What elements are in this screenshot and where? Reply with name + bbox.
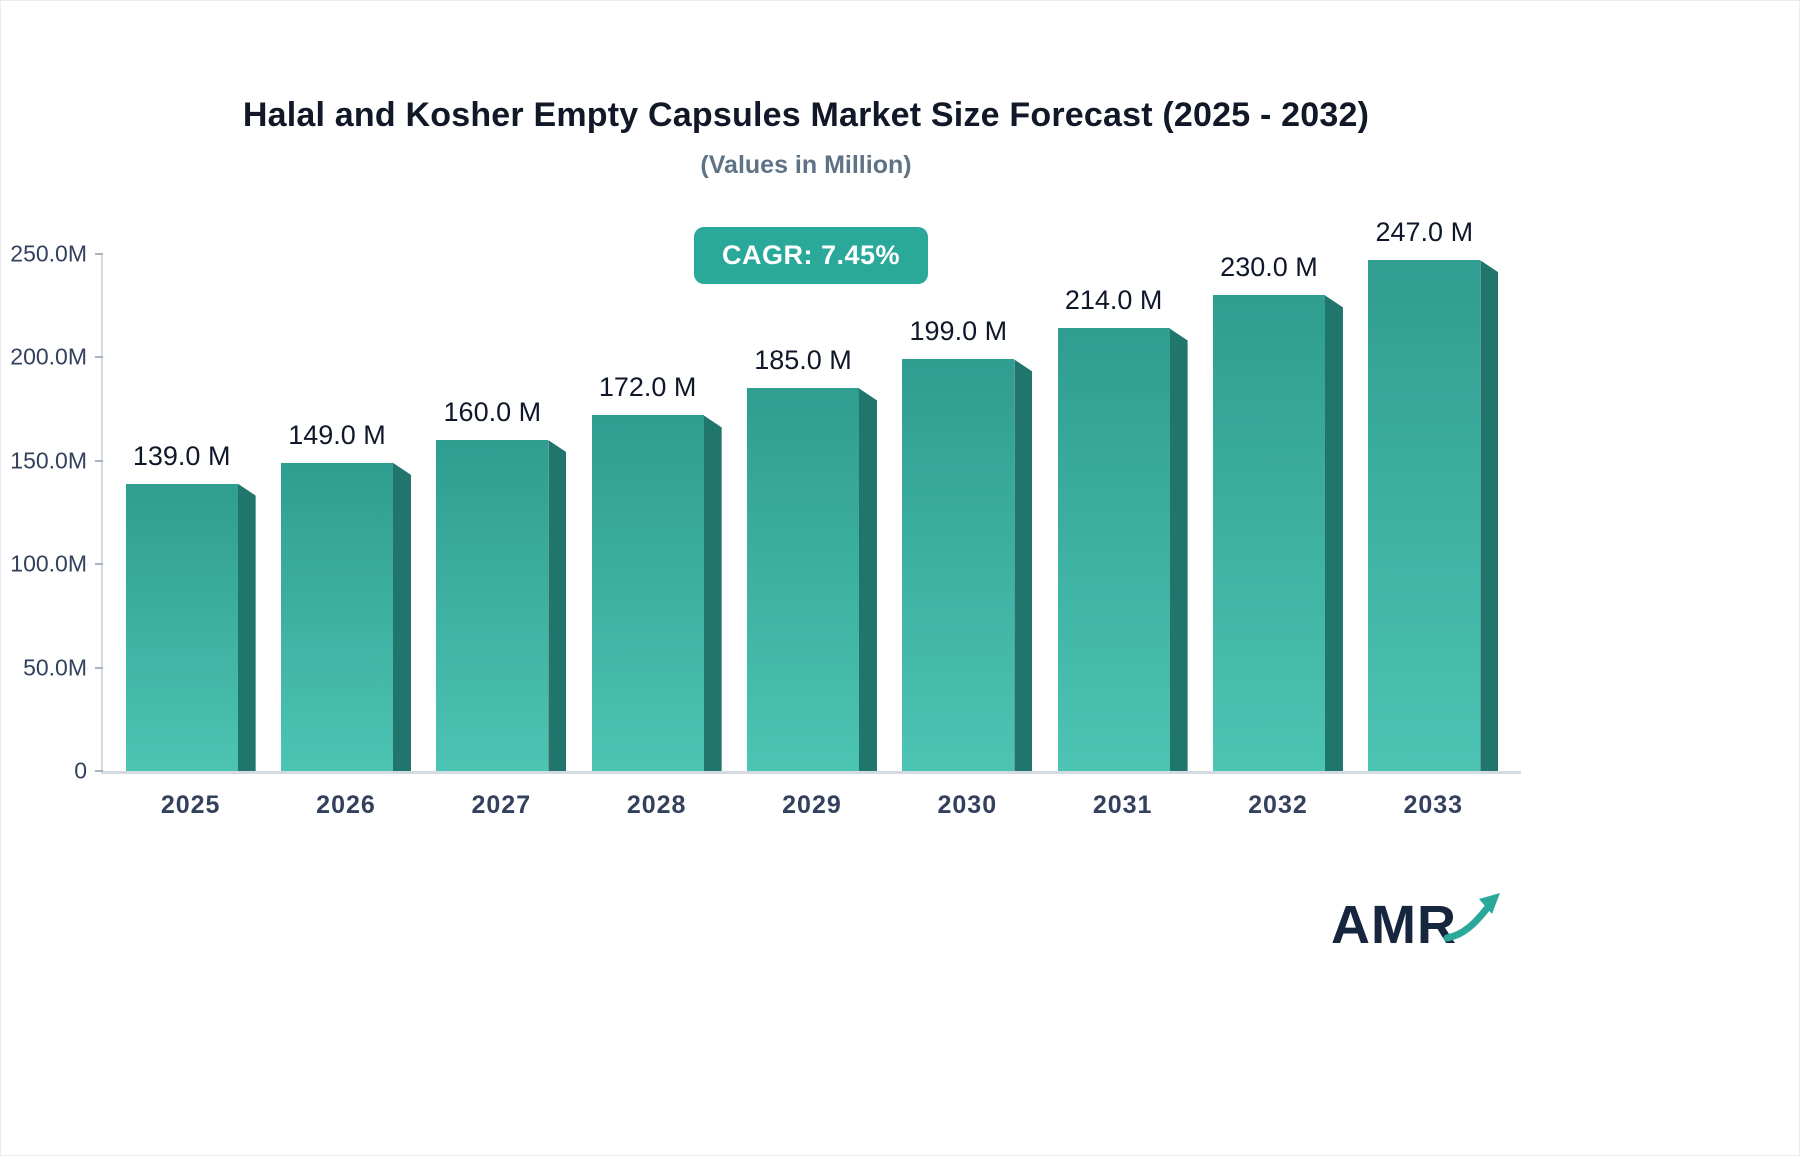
bar-value-label: 172.0 M	[598, 372, 697, 403]
bar-face	[436, 440, 549, 771]
x-axis-label: 2032	[1248, 791, 1308, 819]
bar-value-label: 199.0 M	[909, 316, 1008, 347]
x-axis-label: 2027	[471, 791, 532, 819]
bar-3d-side	[1169, 328, 1188, 771]
y-axis-label: 0	[74, 757, 87, 784]
bar-face	[1212, 295, 1325, 771]
bar: 230.0 M	[1212, 252, 1343, 771]
bar-slot: 214.0 M 2031	[1045, 254, 1200, 819]
bar-3d-side	[1480, 260, 1499, 771]
bar-value-label: 214.0 M	[1064, 285, 1163, 316]
bar-face	[591, 415, 704, 771]
x-axis-label: 2028	[626, 791, 687, 819]
bar-value-label: 247.0 M	[1375, 217, 1474, 248]
bar-slot: 172.0 M 2028	[579, 254, 734, 819]
chart-subtitle: (Values in Million)	[700, 151, 912, 179]
bar-face	[280, 462, 393, 771]
y-axis-label: 150.0M	[10, 447, 87, 474]
bar-slot: 185.0 M 2029	[734, 254, 889, 819]
bar-3d-side	[703, 415, 722, 771]
bar-slot: 149.0 M 2026	[268, 254, 423, 819]
x-axis-label: 2031	[1092, 791, 1153, 819]
bar-value-label: 149.0 M	[288, 419, 386, 450]
bar-face	[1057, 328, 1170, 771]
bar-value-label: 160.0 M	[443, 397, 542, 428]
bar-3d-side	[1324, 295, 1343, 771]
bar-value-label: 230.0 M	[1220, 252, 1318, 283]
chart-header: Halal and Kosher Empty Capsules Market S…	[1, 96, 1611, 180]
amr-logo-text: AMR	[1331, 895, 1457, 955]
bar-series: 139.0 M 2025 149.0 M 2026 160.0 M 2027 172.0 M…	[103, 217, 1521, 819]
bar-3d-side	[858, 388, 877, 771]
bar-slot: 247.0 M 2033	[1356, 217, 1511, 819]
bar-face	[1368, 260, 1481, 771]
x-axis-label: 2033	[1403, 791, 1464, 819]
y-axis-label: 100.0M	[10, 550, 87, 577]
bar-face	[746, 388, 859, 771]
bar-slot: 139.0 M 2025	[113, 254, 268, 819]
bar-value-label: 185.0 M	[754, 345, 852, 376]
x-axis-label: 2029	[782, 791, 842, 819]
bar-3d-side	[392, 462, 411, 771]
bar-face	[902, 359, 1015, 771]
bar: 214.0 M	[1057, 285, 1188, 771]
bar: 185.0 M	[746, 345, 877, 771]
bar: 172.0 M	[591, 372, 722, 771]
y-axis-label: 200.0M	[10, 343, 87, 370]
cagr-badge: CAGR: 7.45%	[693, 227, 929, 284]
y-axis-tick	[95, 459, 103, 462]
y-axis-tick	[95, 253, 103, 255]
x-axis-label: 2025	[160, 791, 221, 819]
bar-slot: 199.0 M 2030	[890, 254, 1045, 819]
bar-value-label: 139.0 M	[132, 440, 231, 471]
amr-logo: AMR	[1331, 893, 1503, 956]
bar-slot: 160.0 M 2027	[424, 254, 579, 819]
y-axis-label: 50.0M	[23, 654, 87, 681]
y-axis-tick	[95, 563, 103, 566]
bar-3d-side	[548, 440, 567, 771]
y-axis-tick	[95, 356, 103, 359]
bar: 247.0 M	[1368, 217, 1499, 771]
chart-title: Halal and Kosher Empty Capsules Market S…	[242, 96, 1370, 134]
y-axis-tick	[95, 770, 103, 772]
bar: 199.0 M	[902, 316, 1033, 771]
bar-chart-plot-area: 139.0 M 2025 149.0 M 2026 160.0 M 2027 172.0 M…	[10, 217, 1521, 819]
y-axis-tick	[95, 666, 103, 669]
y-axis-label: 250.0M	[10, 240, 87, 267]
bar-3d-side	[237, 483, 256, 771]
bar-slot: 230.0 M 2032	[1200, 252, 1355, 819]
growth-arrow-icon	[1443, 893, 1500, 942]
x-axis-label: 2030	[937, 791, 998, 819]
bar: 160.0 M	[436, 397, 567, 771]
bar-3d-side	[1014, 359, 1033, 771]
bar: 139.0 M	[125, 441, 256, 771]
bar: 149.0 M	[280, 420, 411, 771]
x-axis-label: 2026	[316, 791, 376, 819]
bar-face	[125, 483, 238, 771]
